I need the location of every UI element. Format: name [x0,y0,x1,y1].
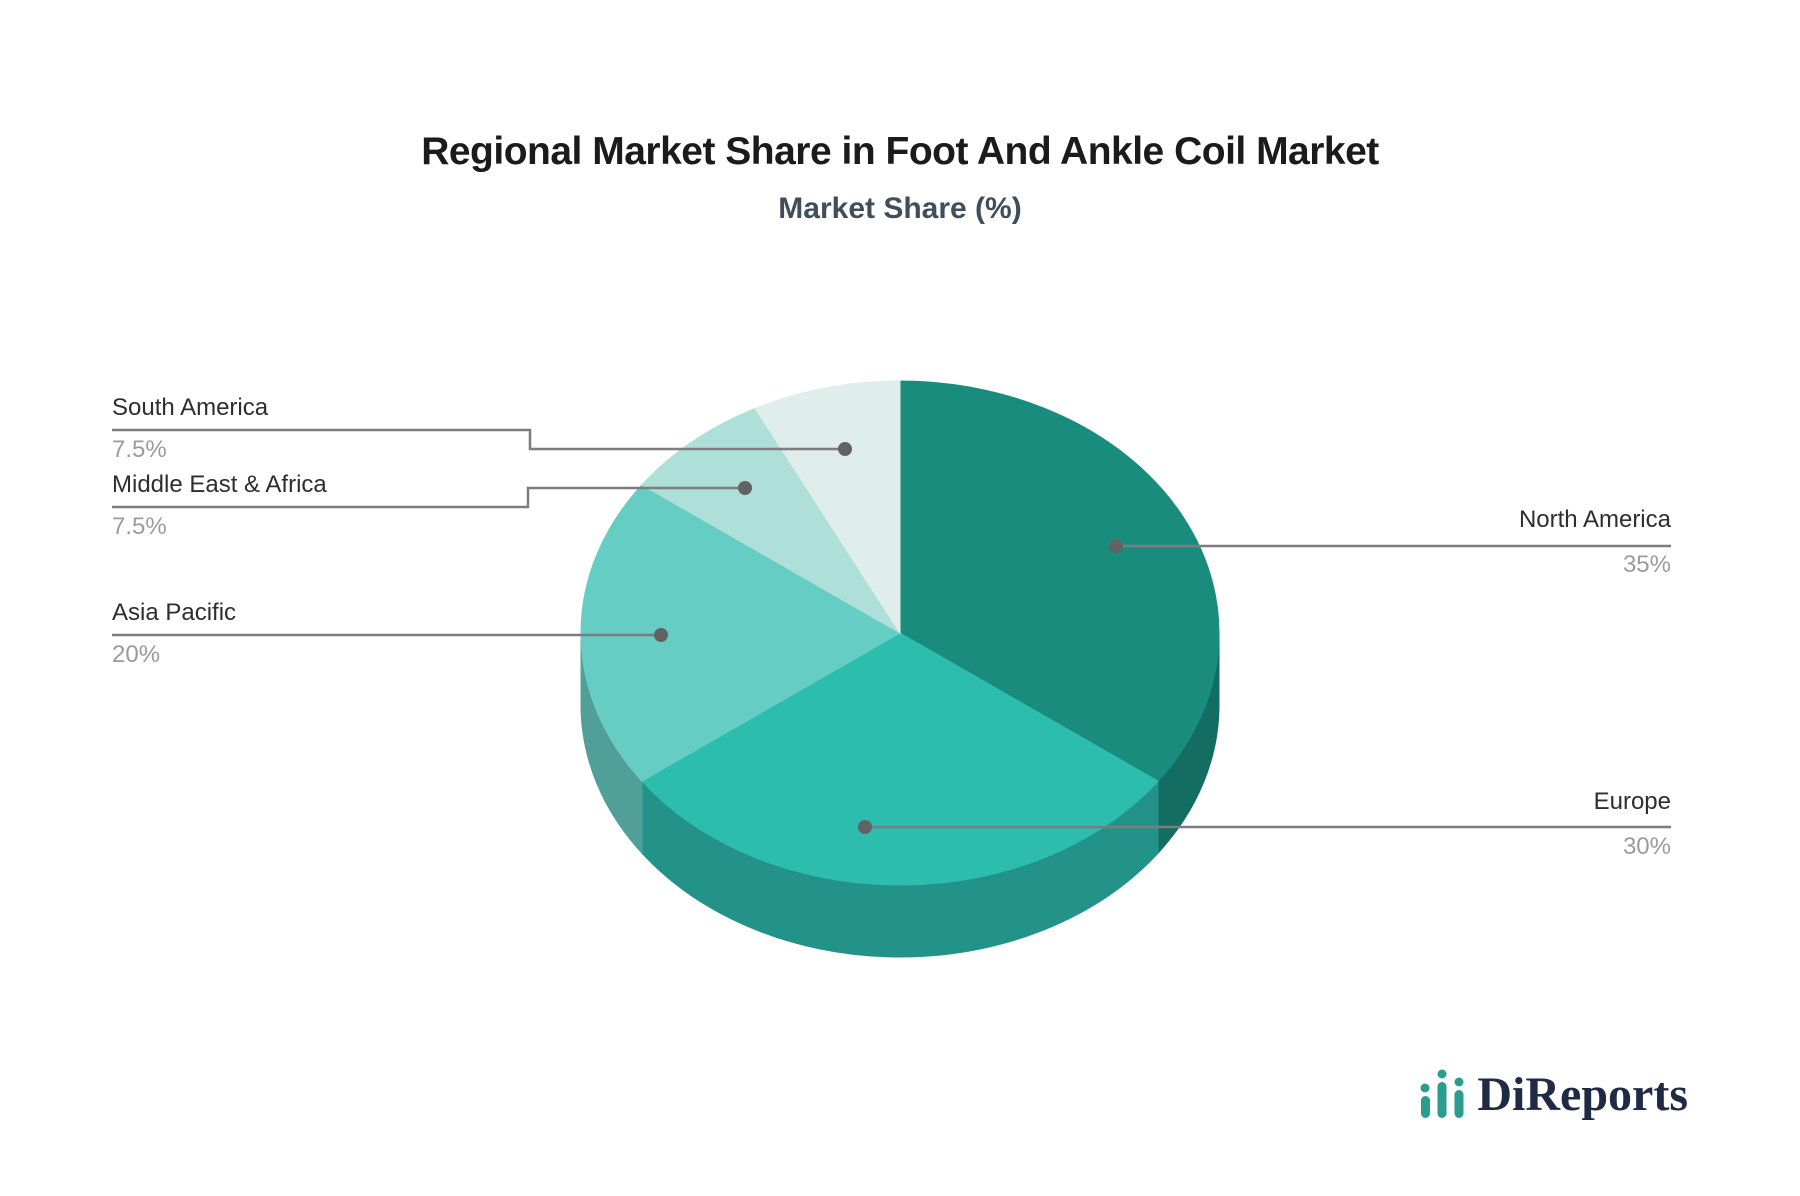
leader-dot [654,628,668,642]
leader-dot [838,442,852,456]
pie-slice-north-america [899,380,1220,782]
slice-value-europe: 30% [1622,833,1671,860]
slice-label-asia-pacific: Asia Pacific [112,599,237,626]
slice-value-south-america: 7.5% [112,436,167,463]
slice-label-north-america: North America [1518,506,1671,533]
leader-line [112,428,845,451]
chart-subtitle: Market Share (%) [778,192,1022,225]
slice-value-asia-pacific: 20% [112,641,161,668]
leader-dot [1109,539,1123,553]
slice-label-europe: Europe [1593,788,1671,815]
slice-label-middle-east-africa: Middle East & Africa [112,471,327,498]
brand-name: DiReports [1477,1068,1688,1121]
slice-value-middle-east-africa: 7.5% [112,513,167,540]
pie-slice-asia-pacific [580,484,902,782]
pie-slice-middle-east-africa [641,407,901,634]
slice-label-south-america: South America [112,394,269,421]
chart-title: Regional Market Share in Foot And Ankle … [421,130,1379,173]
slice-value-north-america: 35% [1622,551,1671,578]
leader-dot [858,820,872,834]
leader-dot [738,481,752,495]
direports-logo: DiReports [1417,1060,1688,1124]
leader-line [112,486,745,509]
pie-slice-south-america [754,380,901,635]
bar-chart-icon [1420,1069,1464,1118]
